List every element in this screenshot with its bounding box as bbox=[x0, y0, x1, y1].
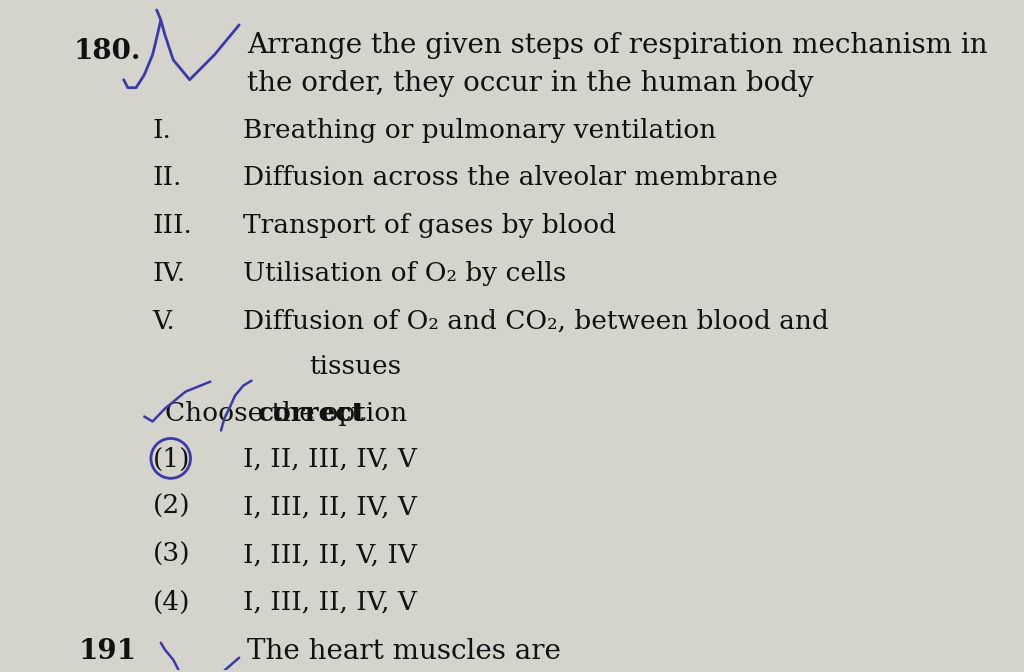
Text: Diffusion across the alveolar membrane: Diffusion across the alveolar membrane bbox=[244, 165, 778, 190]
Text: Arrange the given steps of respiration mechanism in: Arrange the given steps of respiration m… bbox=[248, 32, 988, 59]
Text: I, III, II, IV, V: I, III, II, IV, V bbox=[244, 590, 417, 615]
Text: III.: III. bbox=[153, 213, 193, 239]
Text: Transport of gases by blood: Transport of gases by blood bbox=[244, 213, 616, 239]
Text: correct: correct bbox=[258, 401, 365, 425]
Text: (3): (3) bbox=[153, 542, 190, 567]
Text: tissues: tissues bbox=[309, 353, 401, 379]
Text: option: option bbox=[314, 401, 408, 425]
Text: I, III, II, IV, V: I, III, II, IV, V bbox=[244, 495, 417, 519]
Text: Breathing or pulmonary ventilation: Breathing or pulmonary ventilation bbox=[244, 118, 717, 142]
Text: 180.: 180. bbox=[74, 38, 141, 65]
Text: the order, they occur in the human body: the order, they occur in the human body bbox=[248, 70, 814, 97]
Text: Utilisation of O₂ by cells: Utilisation of O₂ by cells bbox=[244, 261, 566, 286]
Text: II.: II. bbox=[153, 165, 182, 190]
Text: (4): (4) bbox=[153, 590, 190, 615]
Text: The heart muscles are: The heart muscles are bbox=[248, 638, 561, 665]
Text: (2): (2) bbox=[153, 495, 190, 519]
Text: (1): (1) bbox=[153, 446, 190, 472]
Text: Choose the: Choose the bbox=[165, 401, 323, 425]
Text: I.: I. bbox=[153, 118, 171, 142]
Text: Diffusion of O₂ and CO₂, between blood and: Diffusion of O₂ and CO₂, between blood a… bbox=[244, 309, 829, 334]
Text: 191: 191 bbox=[78, 638, 136, 665]
Text: I, II, III, IV, V: I, II, III, IV, V bbox=[244, 446, 417, 472]
Text: IV.: IV. bbox=[153, 261, 185, 286]
Text: I, III, II, V, IV: I, III, II, V, IV bbox=[244, 542, 417, 567]
Text: V.: V. bbox=[153, 309, 175, 334]
